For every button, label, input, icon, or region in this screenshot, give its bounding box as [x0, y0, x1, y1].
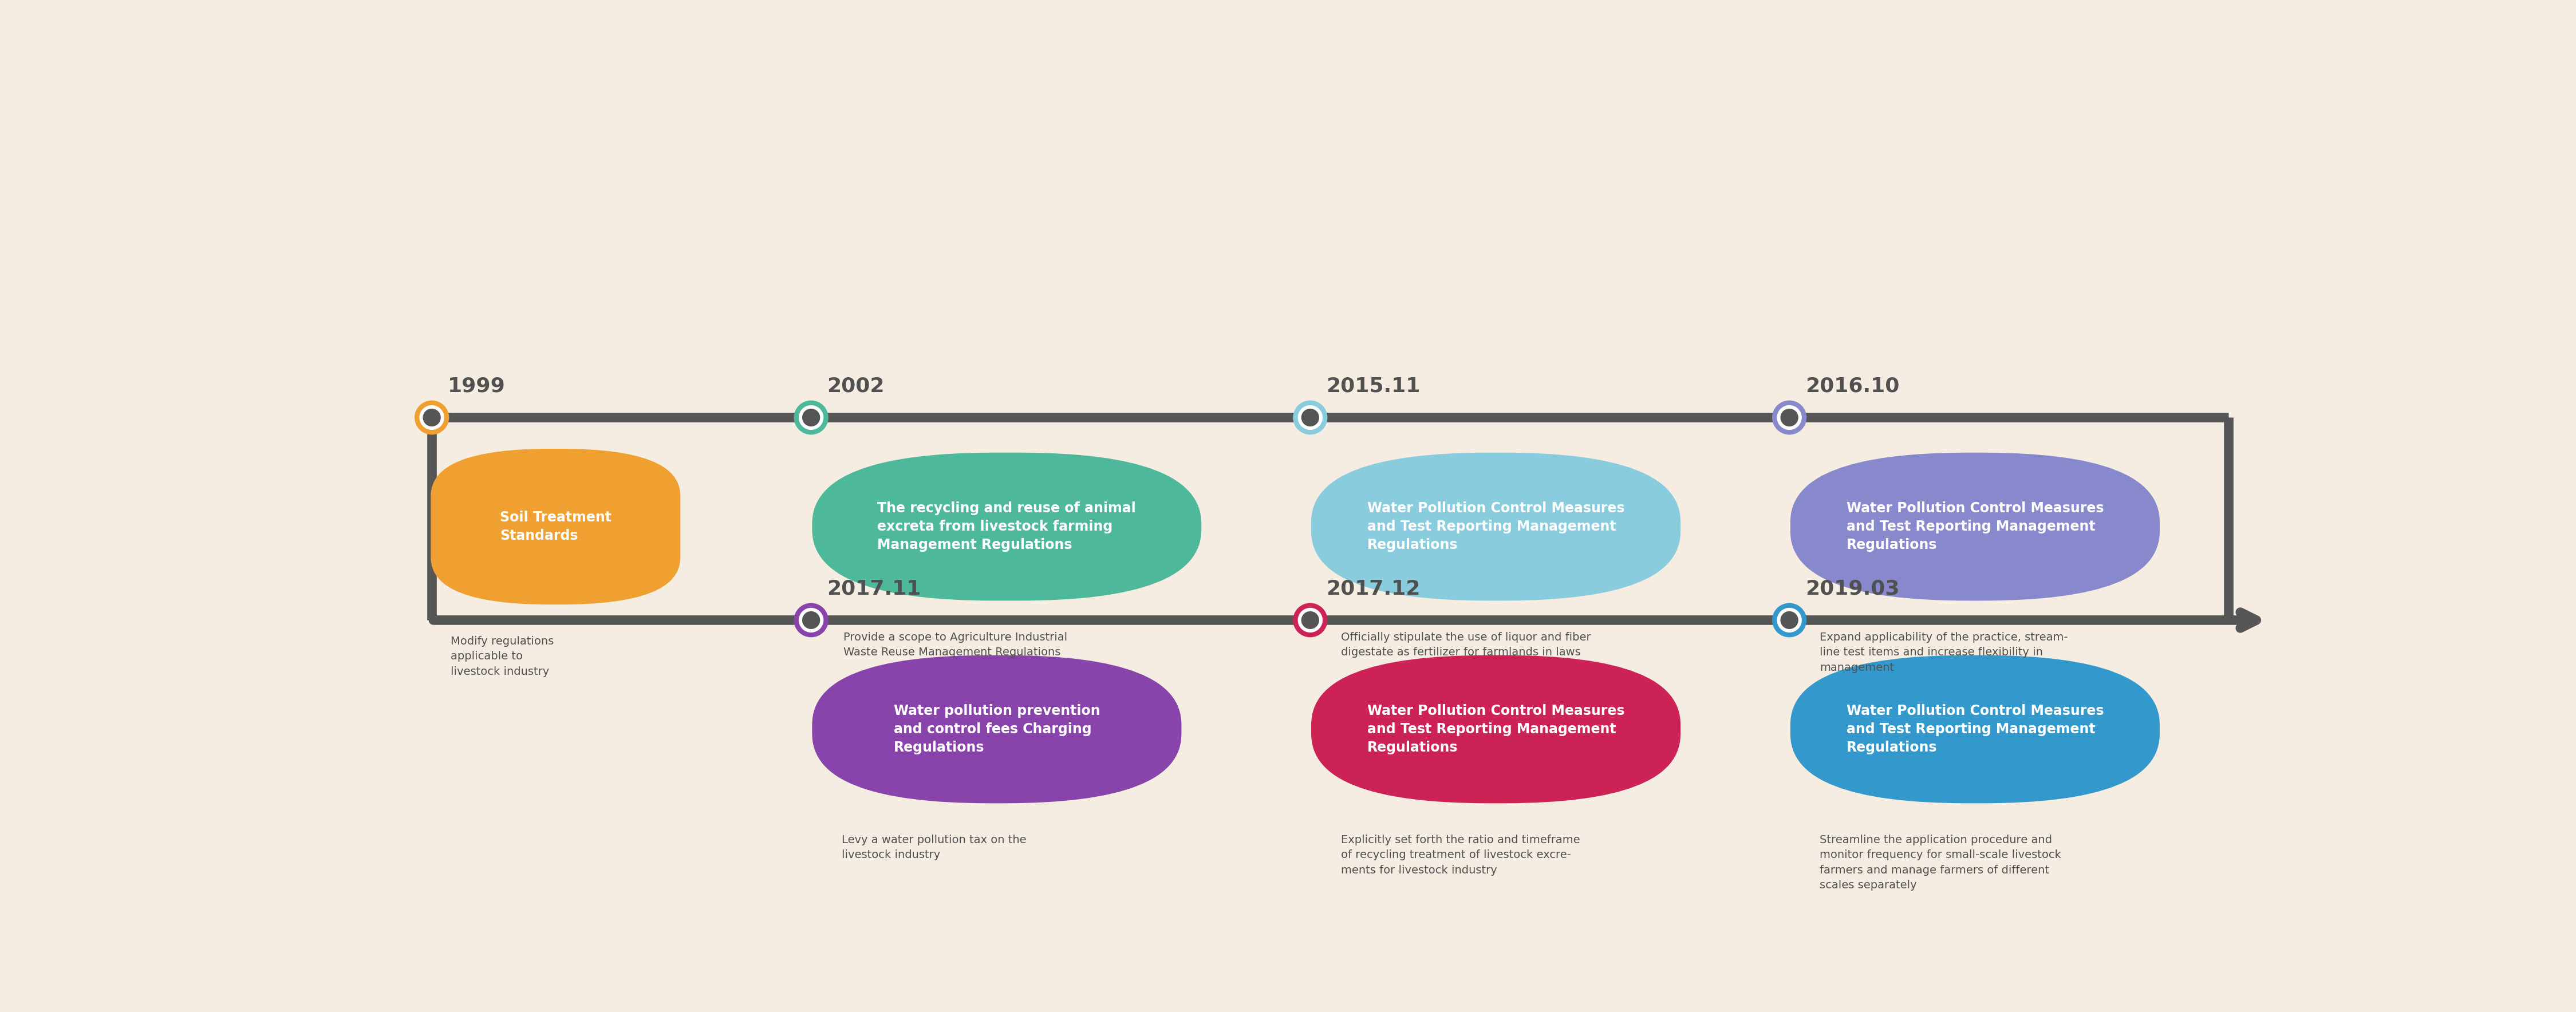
Text: 2002: 2002 — [827, 376, 884, 396]
Text: Water Pollution Control Measures
and Test Reporting Management
Regulations: Water Pollution Control Measures and Tes… — [1368, 502, 1625, 552]
Ellipse shape — [793, 603, 829, 638]
Text: Soil Treatment
Standards: Soil Treatment Standards — [500, 511, 611, 542]
Text: Provide a scope to Agriculture Industrial
Waste Reuse Management Regulations: Provide a scope to Agriculture Industria… — [842, 631, 1066, 658]
Ellipse shape — [422, 409, 440, 426]
Ellipse shape — [1298, 405, 1321, 430]
Ellipse shape — [1772, 603, 1806, 638]
Text: Levy a water pollution tax on the
livestock industry: Levy a water pollution tax on the livest… — [842, 835, 1025, 860]
Ellipse shape — [1777, 608, 1801, 632]
Text: Explicitly set forth the ratio and timeframe
of recycling treatment of livestock: Explicitly set forth the ratio and timef… — [1340, 835, 1579, 875]
Ellipse shape — [1293, 603, 1327, 638]
Text: Water Pollution Control Measures
and Test Reporting Management
Regulations: Water Pollution Control Measures and Tes… — [1847, 502, 2105, 552]
Ellipse shape — [1772, 401, 1806, 435]
Ellipse shape — [1780, 611, 1798, 629]
Ellipse shape — [415, 401, 448, 435]
Ellipse shape — [799, 405, 824, 430]
Text: Water Pollution Control Measures
and Test Reporting Management
Regulations: Water Pollution Control Measures and Tes… — [1847, 704, 2105, 754]
Ellipse shape — [801, 409, 819, 426]
Ellipse shape — [799, 608, 824, 632]
Ellipse shape — [1293, 401, 1327, 435]
Ellipse shape — [1298, 608, 1321, 632]
Text: 1999: 1999 — [448, 376, 505, 396]
Ellipse shape — [1301, 611, 1319, 629]
FancyBboxPatch shape — [1790, 655, 2159, 804]
Ellipse shape — [793, 401, 829, 435]
Text: 2019.03: 2019.03 — [1806, 579, 1899, 598]
Ellipse shape — [801, 611, 819, 629]
FancyBboxPatch shape — [430, 448, 680, 604]
Ellipse shape — [420, 405, 443, 430]
Text: 2017.12: 2017.12 — [1327, 579, 1419, 598]
Text: Modify regulations
applicable to
livestock industry: Modify regulations applicable to livesto… — [451, 636, 554, 677]
Text: Streamline the application procedure and
monitor frequency for small-scale lives: Streamline the application procedure and… — [1819, 835, 2061, 891]
Text: Water Pollution Control Measures
and Test Reporting Management
Regulations: Water Pollution Control Measures and Tes… — [1368, 704, 1625, 754]
FancyBboxPatch shape — [1311, 452, 1680, 601]
Ellipse shape — [1777, 405, 1801, 430]
FancyBboxPatch shape — [1790, 452, 2159, 601]
Text: 2015.11: 2015.11 — [1327, 376, 1419, 396]
Text: Officially stipulate the use of liquor and fiber
digestate as fertilizer for far: Officially stipulate the use of liquor a… — [1340, 631, 1592, 658]
FancyBboxPatch shape — [811, 452, 1200, 601]
FancyBboxPatch shape — [811, 655, 1182, 804]
Text: 2017.11: 2017.11 — [827, 579, 922, 598]
Text: 2016.10: 2016.10 — [1806, 376, 1899, 396]
FancyBboxPatch shape — [1311, 655, 1680, 804]
Text: The recycling and reuse of animal
excreta from livestock farming
Management Regu: The recycling and reuse of animal excret… — [878, 502, 1136, 552]
Text: Expand applicability of the practice, stream-
line test items and increase flexi: Expand applicability of the practice, st… — [1819, 631, 2069, 673]
Ellipse shape — [1780, 409, 1798, 426]
Ellipse shape — [1301, 409, 1319, 426]
Text: Water pollution prevention
and control fees Charging
Regulations: Water pollution prevention and control f… — [894, 704, 1100, 754]
